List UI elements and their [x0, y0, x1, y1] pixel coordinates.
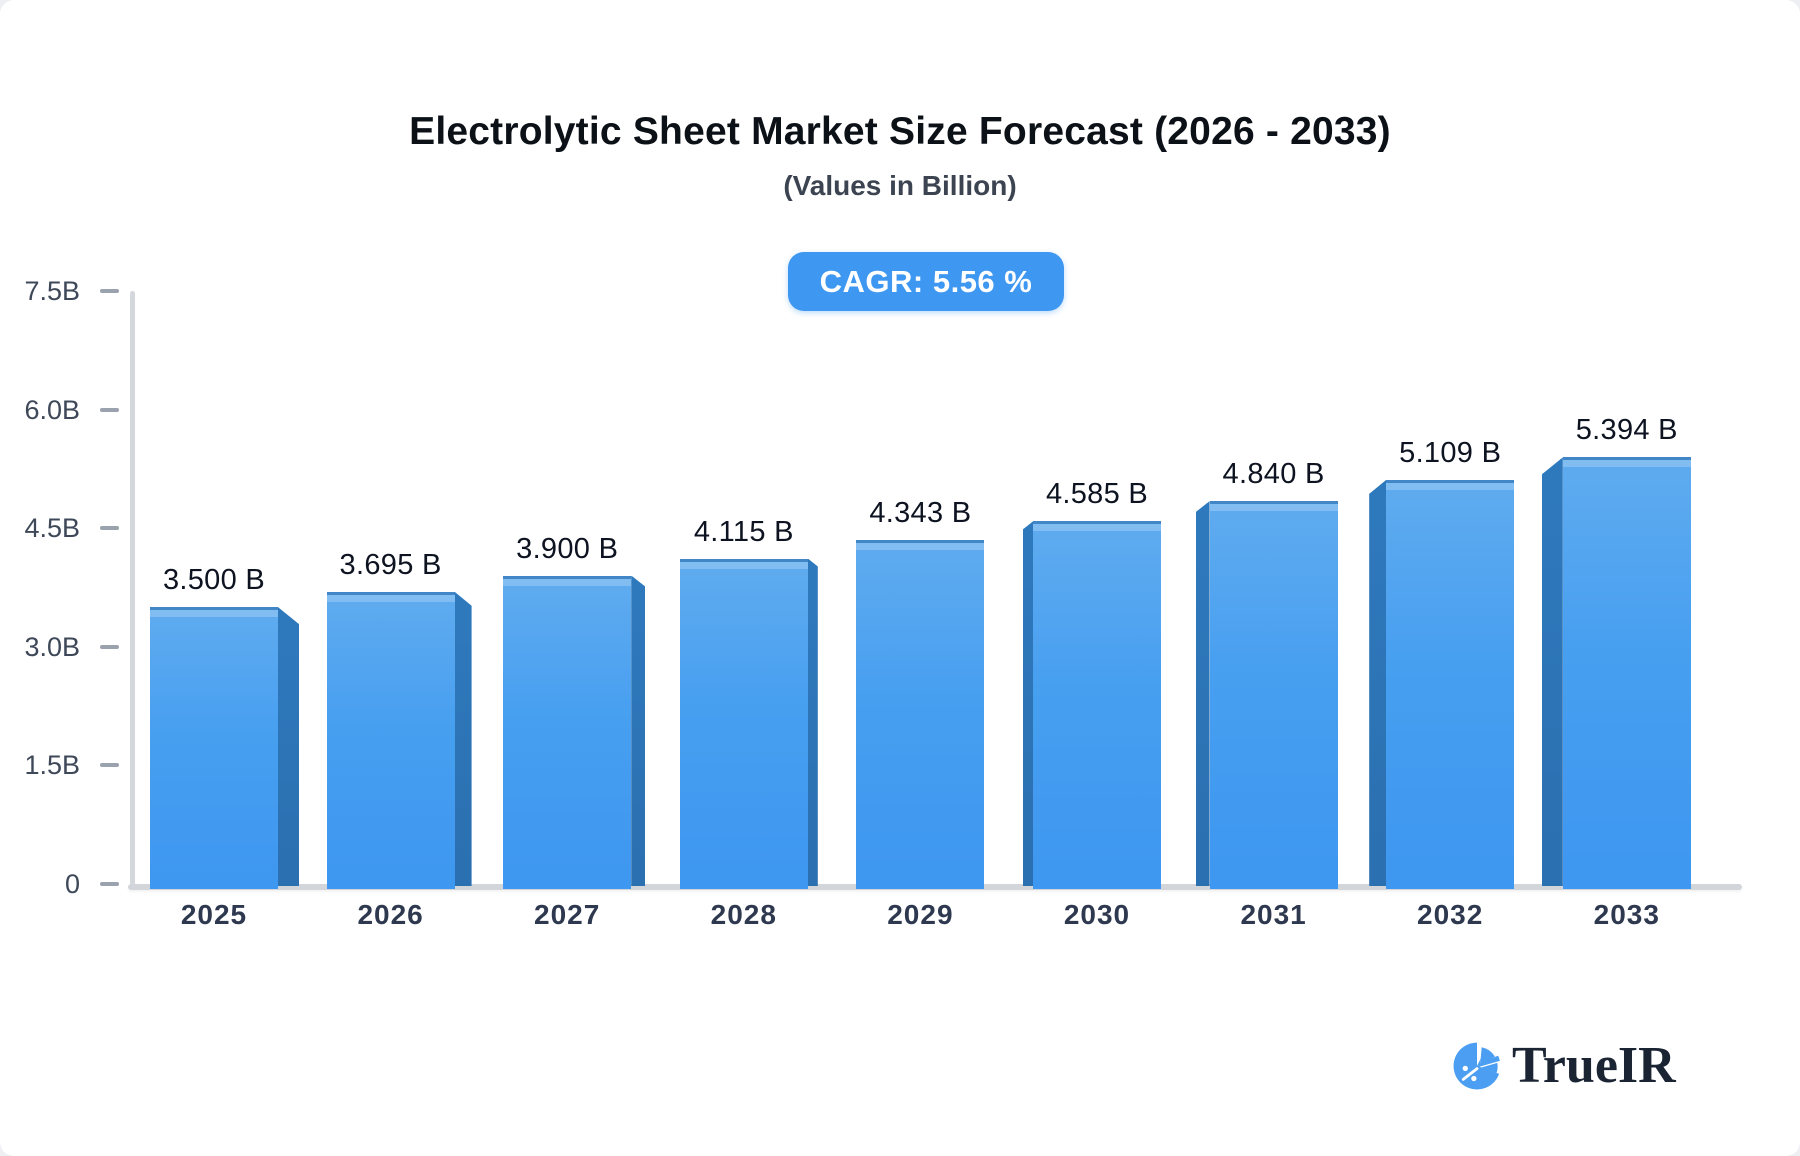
bar-side-face [1023, 521, 1033, 886]
cagr-badge: CAGR: 5.56 % [788, 252, 1064, 311]
y-tick-label-4.5B: 4.5B [24, 513, 80, 544]
y-tick-label-7.5B: 7.5B [24, 276, 80, 306]
x-axis-label-2033: 2033 [1593, 899, 1660, 930]
bar-2028 [679, 558, 808, 889]
bar-2027 [503, 575, 632, 889]
bar-side-face [807, 558, 818, 886]
bar-side-face [454, 591, 472, 886]
bar-2032 [1386, 479, 1515, 889]
y-tick-label-1.5B: 1.5B [24, 750, 80, 781]
bar-2030 [1033, 521, 1161, 889]
cagr-badge-label: CAGR: 5.56 % [819, 263, 1033, 299]
y-tick-mark [100, 407, 119, 412]
bar-value-label-2029: 4.343 B [869, 497, 972, 530]
y-tick-label-6.0B: 6.0B [24, 394, 80, 425]
y-axis-line [130, 291, 135, 886]
y-tick-label-3.0B: 3.0B [24, 631, 80, 662]
y-tick-mark [100, 526, 119, 531]
bar-value-label-2033: 5.394 B [1575, 414, 1678, 447]
y-tick-mark [100, 882, 119, 886]
bar-2031 [1209, 501, 1338, 889]
pie-chart-logo-icon [1453, 1041, 1502, 1090]
y-tick-mark [100, 763, 119, 768]
bar-side-face [1369, 479, 1387, 886]
brand-logo-text: TrueIR [1512, 1037, 1676, 1094]
x-axis-label-2032: 2032 [1417, 899, 1484, 930]
x-axis-label-2030: 2030 [1063, 899, 1131, 930]
bar-2029 [856, 540, 985, 889]
y-tick-mark [100, 289, 119, 293]
bar-side-face [631, 575, 646, 886]
bar-value-label-2031: 4.840 B [1222, 458, 1325, 491]
brand-logo: TrueIR [1452, 1034, 1676, 1098]
y-tick-mark [100, 644, 119, 649]
bar-value-label-2025: 3.500 B [162, 564, 266, 597]
x-axis-label-2027: 2027 [534, 899, 601, 930]
bar-value-label-2027: 3.900 B [516, 532, 619, 565]
x-axis-label-2026: 2026 [357, 899, 424, 930]
bar-2026 [326, 591, 455, 889]
y-tick-label-0: 0 [64, 869, 80, 899]
bar-side-face [1541, 457, 1563, 886]
bar-side-face [278, 607, 299, 886]
bar-value-label-2028: 4.115 B [693, 515, 794, 548]
bar-value-label-2030: 4.585 B [1045, 478, 1149, 511]
chart-title: Electrolytic Sheet Market Size Forecast … [409, 110, 1391, 153]
chart-subtitle: (Values in Billion) [783, 170, 1017, 201]
x-axis-label-2025: 2025 [180, 899, 248, 930]
x-axis-label-2028: 2028 [710, 899, 777, 930]
bar-2025 [150, 607, 278, 889]
x-axis-label-2029: 2029 [887, 899, 954, 930]
bar-value-label-2032: 5.109 B [1399, 436, 1502, 469]
bar-2033 [1562, 457, 1691, 889]
x-axis-label-2031: 2031 [1240, 899, 1307, 930]
bar-value-label-2026: 3.695 B [339, 548, 442, 581]
bar-side-face [1195, 501, 1210, 886]
